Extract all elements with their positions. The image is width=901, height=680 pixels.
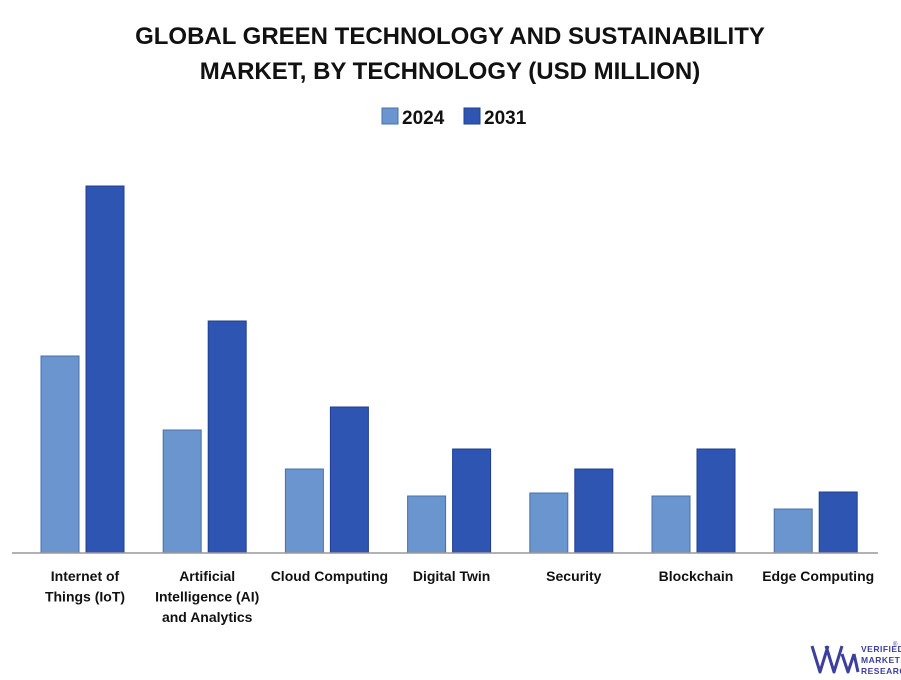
bar-2024-5 xyxy=(651,495,691,554)
chart-title: GLOBAL GREEN TECHNOLOGY AND SUSTAINABILI… xyxy=(135,23,765,85)
bar-2031-6 xyxy=(818,491,858,554)
category-label-line: Edge Computing xyxy=(762,568,874,584)
bar-2031-1 xyxy=(207,320,247,554)
bar-2024-6 xyxy=(773,508,813,554)
logo-line-verified: VERIFIED xyxy=(861,644,901,654)
category-label-6: Edge Computing xyxy=(762,568,874,584)
logo-line-research: RESEARCH xyxy=(861,666,901,676)
category-label-line: Security xyxy=(546,568,601,584)
legend-swatch-2031 xyxy=(463,107,481,125)
bar-2031-4 xyxy=(574,468,614,554)
logo-line-market: MARKET xyxy=(861,655,901,665)
category-label-2: Cloud Computing xyxy=(271,568,388,584)
category-label-3: Digital Twin xyxy=(413,568,491,584)
bars xyxy=(40,185,858,554)
chart-title-line-1: GLOBAL GREEN TECHNOLOGY AND SUSTAINABILI… xyxy=(135,23,765,50)
bar-2024-0 xyxy=(40,355,80,554)
category-label-line: Internet of xyxy=(51,568,120,584)
vmr-logo-mark-icon xyxy=(810,645,860,674)
chart-title-line-2: MARKET, BY TECHNOLOGY (USD MILLION) xyxy=(200,58,700,85)
category-label-line: Artificial xyxy=(179,568,235,584)
bar-2024-4 xyxy=(529,492,569,554)
legend: 2024 2031 xyxy=(381,107,527,129)
category-label-1: Artificial Intelligence (AI) and Analytics xyxy=(155,568,259,625)
bar-2031-5 xyxy=(696,448,736,554)
logo-registered-mark: ® xyxy=(893,641,898,648)
category-label-5: Blockchain xyxy=(659,568,734,584)
category-label-line: Intelligence (AI) xyxy=(155,589,259,605)
category-label-line: Blockchain xyxy=(659,568,734,584)
bar-2031-2 xyxy=(329,406,369,554)
bar-2024-2 xyxy=(284,468,324,554)
category-label-line: Digital Twin xyxy=(413,568,491,584)
category-label-line: Cloud Computing xyxy=(271,568,388,584)
bar-2031-0 xyxy=(85,185,125,554)
legend-label-2024: 2024 xyxy=(402,108,445,129)
category-label-4: Security xyxy=(546,568,601,584)
legend-label-2031: 2031 xyxy=(484,108,527,129)
verified-market-research-logo: VERIFIED MARKET RESEARCH ® xyxy=(810,641,901,676)
category-labels: Internet of Things (IoT) Artificial Intelli… xyxy=(45,568,874,625)
category-label-line: Things (IoT) xyxy=(45,589,125,605)
category-label-line: and Analytics xyxy=(162,609,253,625)
bar-2024-1 xyxy=(162,429,202,554)
category-label-0: Internet of Things (IoT) xyxy=(45,568,125,605)
bar-2024-3 xyxy=(407,495,447,554)
bar-2031-3 xyxy=(452,448,492,554)
legend-swatch-2024 xyxy=(381,107,399,125)
